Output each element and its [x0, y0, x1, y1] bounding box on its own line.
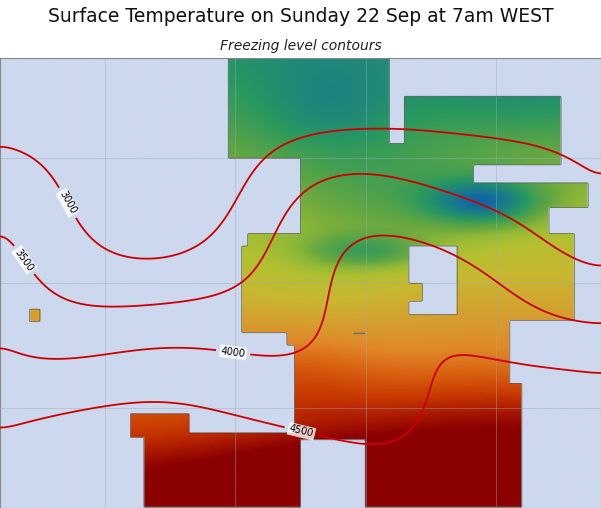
Text: 4000: 4000	[221, 346, 246, 359]
Text: 4500: 4500	[288, 424, 315, 439]
Text: Surface Temperature on Sunday 22 Sep at 7am WEST: Surface Temperature on Sunday 22 Sep at …	[47, 7, 554, 26]
Text: 3500: 3500	[13, 247, 35, 273]
Text: 3000: 3000	[57, 189, 78, 216]
Text: Freezing level contours: Freezing level contours	[219, 39, 382, 52]
